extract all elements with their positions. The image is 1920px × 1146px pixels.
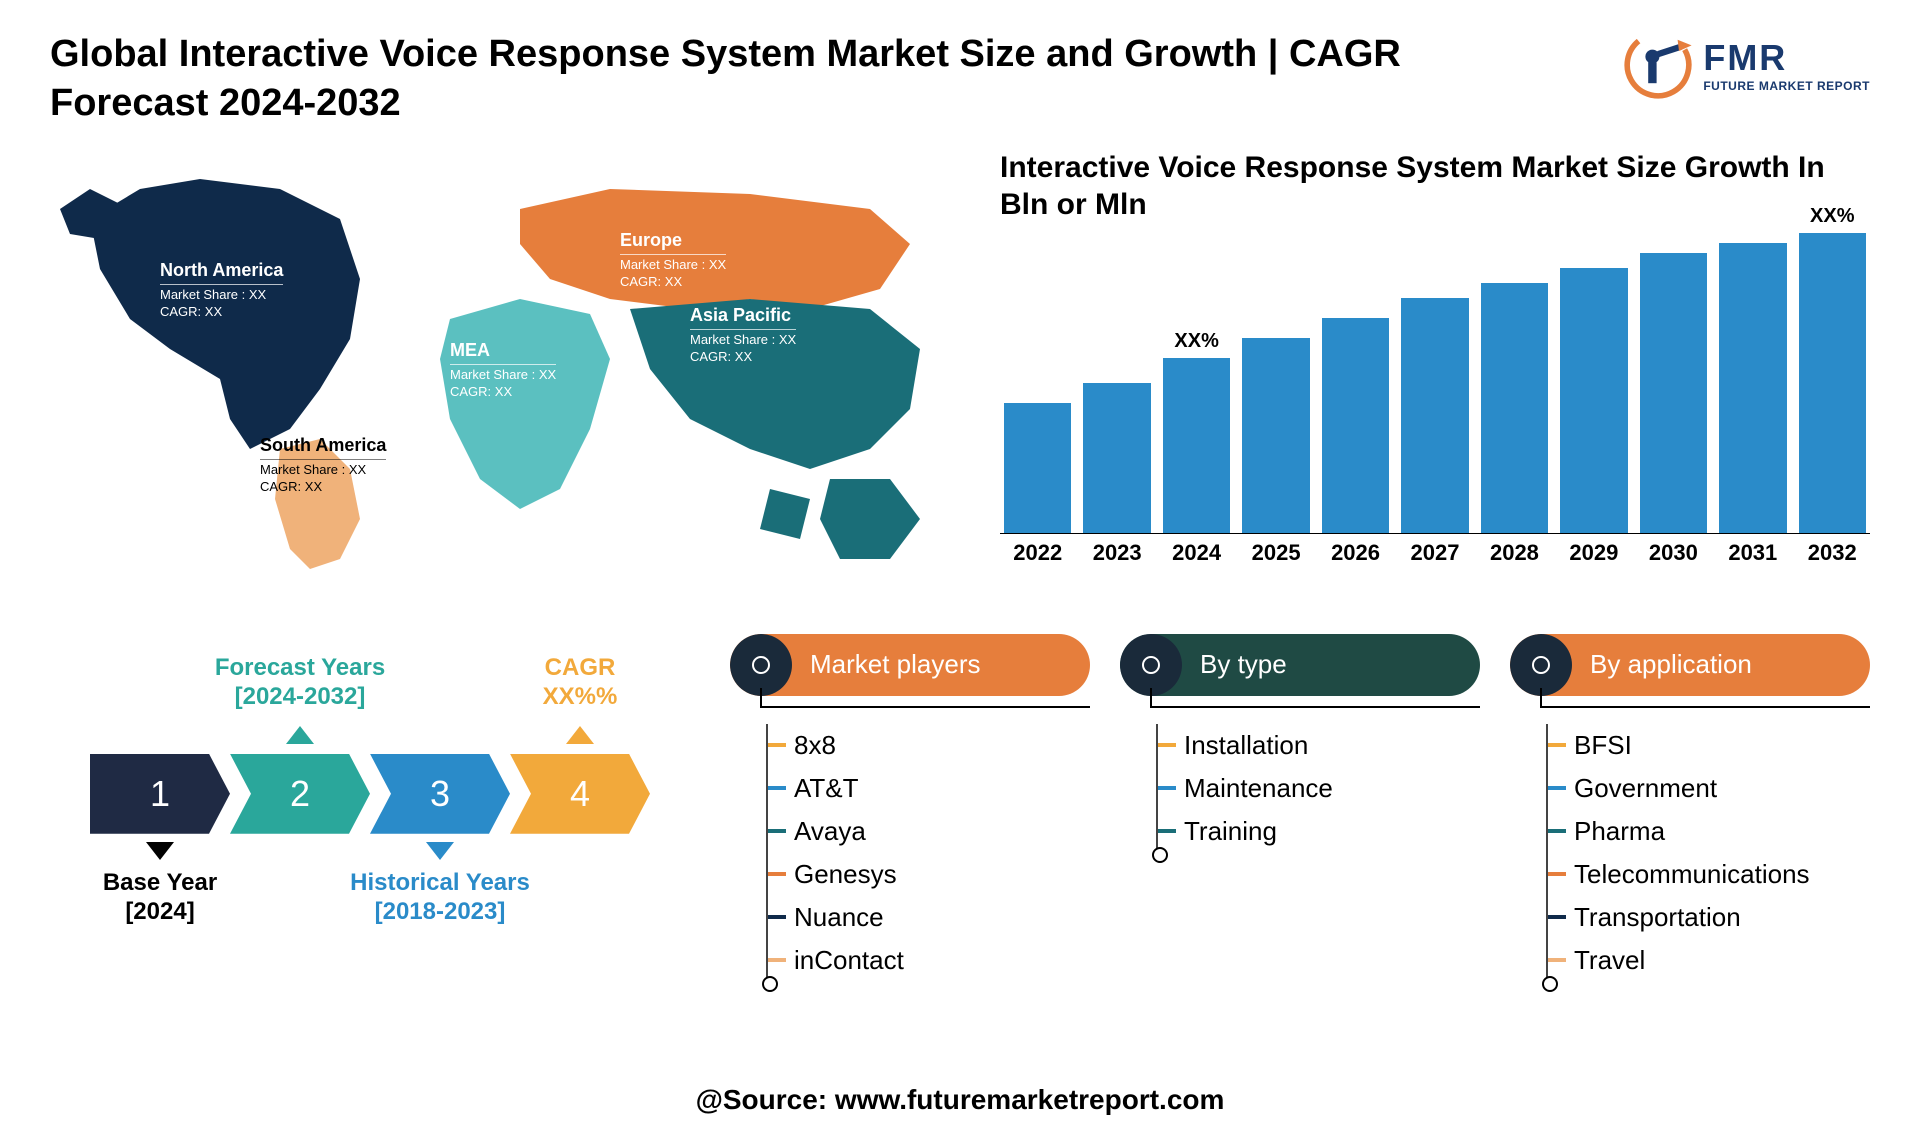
timeline-seg-1: 1	[90, 754, 230, 834]
timeline-seg-3: 3	[370, 754, 510, 834]
x-label: 2022	[1004, 540, 1071, 566]
fmr-logo: FMR FUTURE MARKET REPORT	[1623, 30, 1870, 100]
bar-2027	[1401, 298, 1468, 533]
category-item: Nuance	[794, 896, 1090, 939]
category-list: 8x8AT&TAvayaGenesysNuanceinContact	[766, 724, 1090, 988]
page-title: Global Interactive Voice Response System…	[50, 30, 1550, 129]
x-label: 2032	[1799, 540, 1866, 566]
x-label: 2029	[1560, 540, 1627, 566]
header: Global Interactive Voice Response System…	[50, 30, 1870, 129]
category-item: Telecommunications	[1574, 853, 1870, 896]
row-map-chart: North AmericaMarket Share : XXCAGR: XX So…	[50, 149, 1870, 584]
category-item: inContact	[794, 939, 1090, 982]
x-label: 2026	[1322, 540, 1389, 566]
timeline-seg-2: 2	[230, 754, 370, 834]
timeline-arrow-cagr	[566, 726, 594, 744]
timeline-label-cagr: CAGRXX%%	[470, 654, 690, 712]
x-label: 2028	[1481, 540, 1548, 566]
x-label: 2030	[1640, 540, 1707, 566]
x-label: 2025	[1242, 540, 1309, 566]
category-0: Market players 8x8AT&TAvayaGenesysNuance…	[730, 634, 1090, 988]
telescope-icon	[1623, 30, 1693, 100]
category-title: By application	[1590, 649, 1752, 680]
timeline: 1234 Base Year[2024] Forecast Years[2024-2…	[50, 644, 690, 944]
pill-dot-icon	[730, 634, 792, 696]
x-label: 2031	[1719, 540, 1786, 566]
region-label-sa: South AmericaMarket Share : XXCAGR: XX	[260, 434, 386, 496]
region-label-mea: MEAMarket Share : XXCAGR: XX	[450, 339, 556, 401]
region-label-ap: Asia PacificMarket Share : XXCAGR: XX	[690, 304, 796, 366]
bar-2023	[1083, 383, 1150, 533]
category-item: Maintenance	[1184, 767, 1480, 810]
category-item: 8x8	[794, 724, 1090, 767]
timeline-arrow-forecast	[286, 726, 314, 744]
category-item: Genesys	[794, 853, 1090, 896]
category-item: BFSI	[1574, 724, 1870, 767]
category-pill: By application	[1510, 634, 1870, 696]
timeline-arrow-historical	[426, 842, 454, 860]
x-label: 2024	[1163, 540, 1230, 566]
pill-dot-icon	[1510, 634, 1572, 696]
category-item: Installation	[1184, 724, 1480, 767]
category-list: BFSIGovernmentPharmaTelecommunicationsTr…	[1546, 724, 1870, 988]
timeline-label-historical: Historical Years[2018-2023]	[330, 869, 550, 927]
bar-2030	[1640, 253, 1707, 533]
category-item: Travel	[1574, 939, 1870, 982]
logo-brand: FMR	[1703, 37, 1870, 79]
category-title: Market players	[810, 649, 981, 680]
timeline-label-forecast: Forecast Years[2024-2032]	[190, 654, 410, 712]
bar-2022	[1004, 403, 1071, 533]
category-list: InstallationMaintenanceTraining	[1156, 724, 1480, 859]
region-label-eu: EuropeMarket Share : XXCAGR: XX	[620, 229, 726, 291]
timeline-label-base: Base Year[2024]	[50, 869, 270, 927]
category-item: Transportation	[1574, 896, 1870, 939]
category-1: By type InstallationMaintenanceTraining	[1120, 634, 1480, 988]
bar-2028	[1481, 283, 1548, 533]
bar-annotation: XX%	[1174, 330, 1218, 353]
timeline-arrow-base	[146, 842, 174, 860]
category-divider	[1152, 706, 1480, 708]
row-timeline-categories: 1234 Base Year[2024] Forecast Years[2024-2…	[50, 594, 1870, 988]
bar-chart: XX% XX% 2022 2023 2024 2025 2026 2027 2028 2029 2…	[1000, 234, 1870, 584]
category-title: By type	[1200, 649, 1287, 680]
bar-annotation: XX%	[1810, 205, 1854, 228]
category-pill: Market players	[730, 634, 1090, 696]
categories: Market players 8x8AT&TAvayaGenesysNuance…	[730, 634, 1870, 988]
category-pill: By type	[1120, 634, 1480, 696]
bar-2025	[1242, 338, 1309, 533]
x-label: 2027	[1401, 540, 1468, 566]
category-item: AT&T	[794, 767, 1090, 810]
source-attribution: @Source: www.futuremarketreport.com	[0, 1084, 1920, 1116]
category-divider	[1542, 706, 1870, 708]
world-map: North AmericaMarket Share : XXCAGR: XX So…	[50, 149, 970, 579]
category-item: Government	[1574, 767, 1870, 810]
bar-2032: XX%	[1799, 233, 1866, 533]
category-2: By application BFSIGovernmentPharmaTelec…	[1510, 634, 1870, 988]
category-item: Avaya	[794, 810, 1090, 853]
logo-sub: FUTURE MARKET REPORT	[1703, 79, 1870, 93]
category-item: Training	[1184, 810, 1480, 853]
chart-title: Interactive Voice Response System Market…	[1000, 149, 1870, 224]
category-item: Pharma	[1574, 810, 1870, 853]
bar-2026	[1322, 318, 1389, 533]
timeline-seg-4: 4	[510, 754, 650, 834]
bar-2029	[1560, 268, 1627, 533]
region-label-na: North AmericaMarket Share : XXCAGR: XX	[160, 259, 283, 321]
x-label: 2023	[1083, 540, 1150, 566]
pill-dot-icon	[1120, 634, 1182, 696]
bar-2024: XX%	[1163, 358, 1230, 533]
region-mea	[440, 299, 610, 509]
bar-2031	[1719, 243, 1786, 533]
category-divider	[762, 706, 1090, 708]
